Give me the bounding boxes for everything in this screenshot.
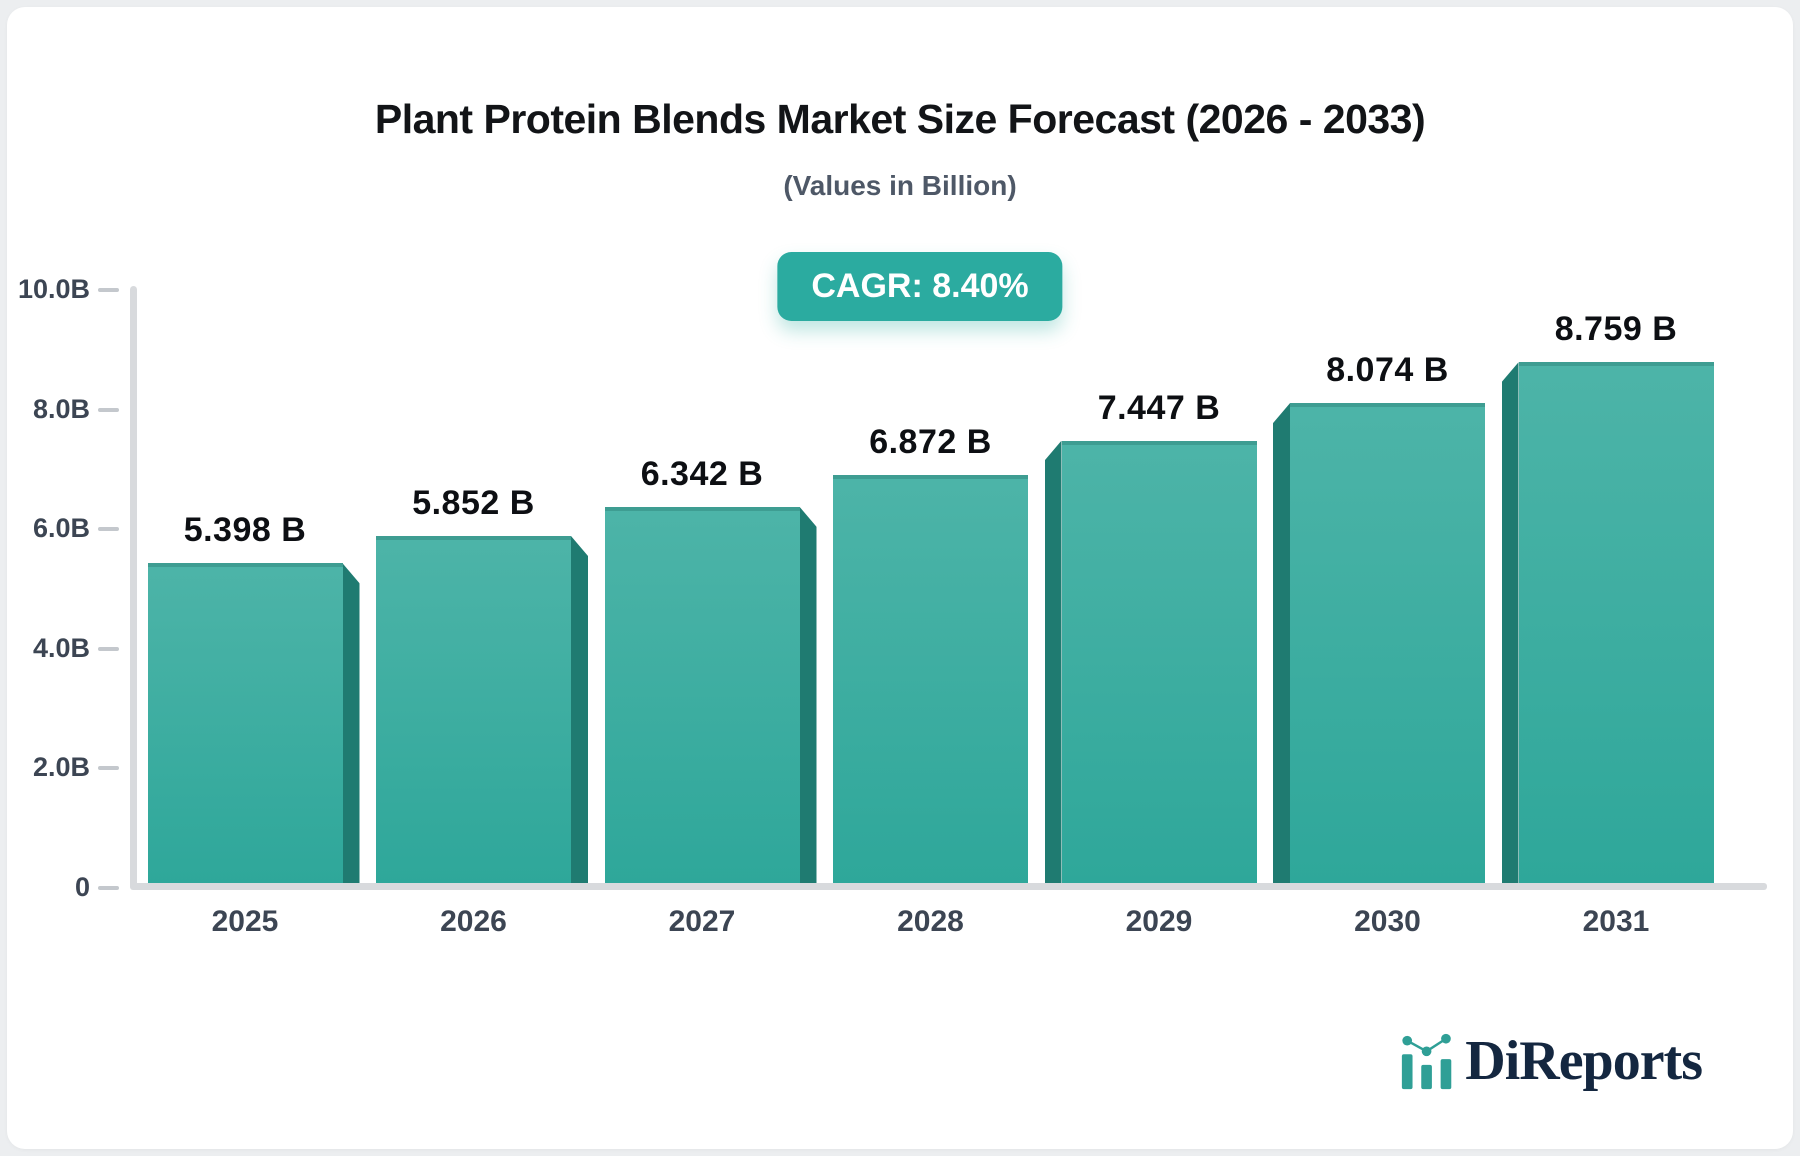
x-axis-label: 2028 bbox=[897, 905, 964, 938]
bar-face bbox=[1518, 362, 1714, 886]
x-axis-label: 2030 bbox=[1354, 905, 1421, 938]
x-axis-label: 2031 bbox=[1582, 905, 1650, 938]
y-axis-line bbox=[130, 286, 137, 886]
y-tick-mark bbox=[98, 527, 119, 532]
y-tick-mark bbox=[98, 407, 119, 412]
y-tick-label: 2.0B bbox=[32, 752, 90, 783]
bar-value-label: 8.074 B bbox=[1326, 351, 1449, 390]
x-axis-label: 2025 bbox=[211, 905, 279, 938]
bar-value-label: 6.872 B bbox=[869, 423, 992, 462]
y-tick-label: 8.0B bbox=[32, 393, 90, 424]
bar-face bbox=[833, 475, 1028, 886]
bar-side-panel bbox=[799, 506, 817, 886]
logo-text: DiReports bbox=[1465, 1030, 1703, 1092]
cagr-badge-label: CAGR: 8.40% bbox=[811, 267, 1029, 305]
x-axis-label: 2027 bbox=[668, 905, 736, 938]
y-tick-mark bbox=[98, 646, 119, 651]
y-tick-mark bbox=[98, 766, 119, 771]
x-axis-label: 2029 bbox=[1125, 905, 1193, 938]
bar-value-label: 6.342 B bbox=[640, 454, 764, 493]
bar-face bbox=[604, 506, 800, 886]
bar-side-panel bbox=[342, 563, 360, 886]
y-tick-mark bbox=[98, 886, 119, 890]
bar-side-panel bbox=[1044, 440, 1062, 886]
y-tick-label: 10.0B bbox=[17, 274, 90, 304]
y-tick-mark bbox=[98, 288, 119, 292]
bar-chart-logo-icon bbox=[1402, 1033, 1452, 1090]
bar-face bbox=[147, 563, 343, 886]
bar-value-label: 5.398 B bbox=[183, 511, 307, 550]
bar-side-panel bbox=[1501, 362, 1519, 886]
bar-value-label: 8.759 B bbox=[1554, 310, 1678, 349]
y-tick-label: 6.0B bbox=[32, 513, 90, 544]
y-tick-label: 0 bbox=[74, 872, 90, 902]
bar-side-panel bbox=[1273, 403, 1290, 886]
direports-logo[interactable]: DiReports bbox=[1398, 1030, 1703, 1092]
bar-value-label: 5.852 B bbox=[412, 484, 535, 523]
x-axis-label: 2026 bbox=[440, 905, 507, 938]
bar-side-panel bbox=[571, 536, 588, 886]
y-tick-label: 4.0B bbox=[32, 632, 90, 663]
chart-subtitle: (Values in Billion) bbox=[783, 170, 1017, 201]
chart-title: Plant Protein Blends Market Size Forecas… bbox=[374, 96, 1426, 142]
bar-face bbox=[1290, 403, 1485, 886]
bar-face bbox=[1061, 440, 1257, 886]
bar-value-label: 7.447 B bbox=[1097, 388, 1221, 427]
bar-face bbox=[376, 536, 571, 886]
x-axis-line bbox=[130, 883, 1767, 890]
cagr-badge: CAGR: 8.40% bbox=[777, 252, 1063, 321]
